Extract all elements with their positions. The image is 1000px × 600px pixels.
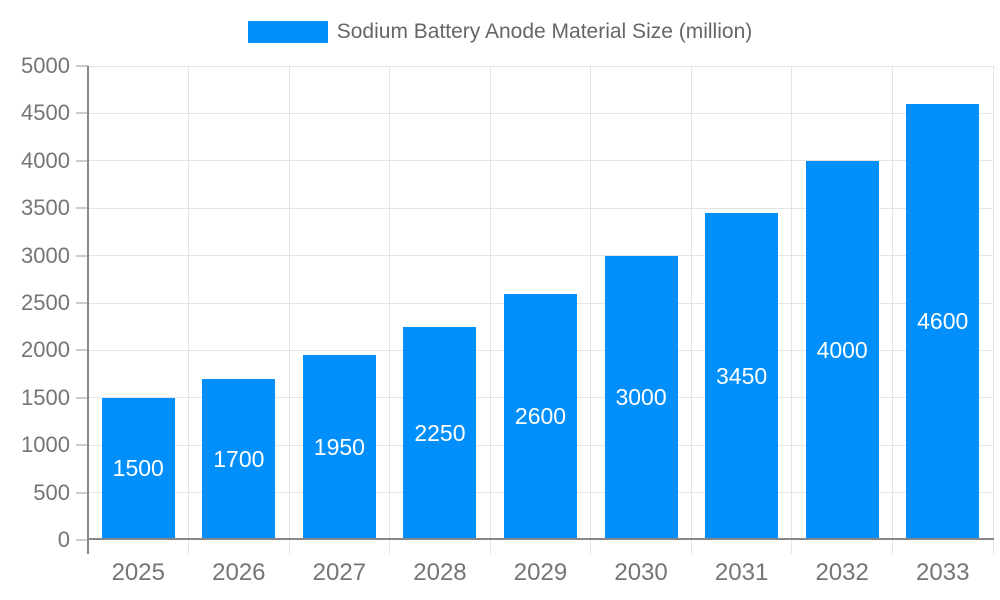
v-gridline — [389, 66, 391, 540]
bar-value-label: 2250 — [414, 419, 466, 446]
bar: 2250 — [403, 326, 477, 540]
h-gridline — [88, 160, 993, 162]
x-axis-tick — [891, 540, 893, 554]
x-axis-tick — [690, 540, 692, 554]
v-gridline — [992, 66, 994, 540]
bar-value-label: 2600 — [514, 403, 567, 430]
y-axis-tick — [76, 112, 88, 115]
v-gridline — [891, 66, 893, 540]
y-axis-tick — [76, 349, 88, 352]
x-axis-tick — [288, 540, 290, 554]
y-axis-line — [87, 66, 89, 554]
x-axis-tick — [791, 540, 793, 554]
legend: Sodium Battery Anode Material Size (mill… — [0, 20, 1000, 44]
y-axis-tick — [76, 254, 88, 257]
y-axis-tick — [76, 65, 88, 67]
y-axis-tick — [76, 539, 88, 541]
y-axis-tick — [76, 207, 88, 210]
x-axis-tick — [992, 540, 994, 554]
y-axis-tick — [76, 444, 88, 447]
x-axis-tick-label: 2025 — [111, 559, 165, 586]
bar-value-label: 1500 — [112, 455, 164, 482]
y-axis-tick-label: 2500 — [21, 290, 70, 315]
y-axis-tick-label: 3000 — [21, 242, 70, 268]
bar: 4000 — [805, 160, 879, 540]
y-axis-tick-label: 4000 — [21, 147, 70, 173]
x-axis-tick-label: 2033 — [916, 559, 970, 586]
bar-value-label: 3000 — [615, 384, 667, 411]
legend-marker — [247, 21, 328, 43]
bar: 1700 — [202, 378, 276, 540]
bar: 4600 — [906, 103, 980, 540]
x-axis-tick-label: 2031 — [714, 559, 769, 586]
h-gridline — [88, 112, 993, 114]
h-gridline — [88, 65, 993, 67]
y-axis-tick-label: 500 — [33, 479, 70, 505]
v-gridline — [288, 66, 290, 540]
bar: 1500 — [101, 397, 175, 540]
bar-value-label: 1950 — [313, 434, 365, 461]
h-gridline — [88, 255, 993, 257]
x-axis-tick-label: 2028 — [413, 559, 467, 586]
y-axis-tick — [76, 396, 88, 399]
y-axis-tick-label: 0 — [57, 527, 70, 552]
x-axis-tick-label: 2030 — [614, 559, 668, 586]
bar-value-label: 1700 — [213, 445, 265, 472]
x-axis-tick-label: 2032 — [815, 559, 869, 586]
bar-value-label: 4600 — [917, 308, 969, 335]
y-axis-tick — [76, 491, 88, 494]
bar-value-label: 3450 — [716, 362, 768, 389]
plot-area: 1500 1700 1950 2250 2600 3000 3450 4000 4600 — [88, 65, 994, 540]
x-axis-tick-label: 2026 — [212, 559, 266, 586]
v-gridline — [489, 66, 491, 540]
y-axis-tick-label: 2000 — [21, 337, 70, 363]
v-gridline — [690, 66, 692, 540]
y-axis-tick-label: 5000 — [21, 53, 70, 78]
x-axis-tick — [590, 540, 592, 554]
y-axis-tick-label: 1000 — [21, 432, 70, 458]
x-axis-line — [87, 538, 994, 540]
v-gridline — [188, 66, 190, 540]
y-axis-tick-label: 1500 — [21, 384, 70, 410]
bar: 3450 — [705, 212, 779, 540]
x-axis-tick — [389, 540, 391, 554]
h-gridline — [88, 207, 993, 209]
v-gridline — [791, 66, 793, 540]
bar: 1950 — [302, 355, 376, 540]
legend-label: Sodium Battery Anode Material Size (mill… — [336, 20, 753, 43]
x-axis-tick-label: 2027 — [312, 559, 367, 586]
x-axis-tick-label: 2029 — [513, 559, 568, 586]
bar-value-label: 4000 — [816, 336, 868, 363]
v-gridline — [590, 66, 592, 540]
x-axis-tick — [489, 540, 491, 554]
bar: 2600 — [504, 293, 577, 540]
x-axis-tick — [188, 540, 190, 554]
bar: 3000 — [604, 255, 678, 540]
y-axis-tick — [76, 302, 88, 304]
y-axis-tick-label: 4500 — [21, 100, 70, 126]
y-axis-tick-label: 3500 — [21, 195, 70, 221]
y-axis-tick — [76, 159, 88, 162]
